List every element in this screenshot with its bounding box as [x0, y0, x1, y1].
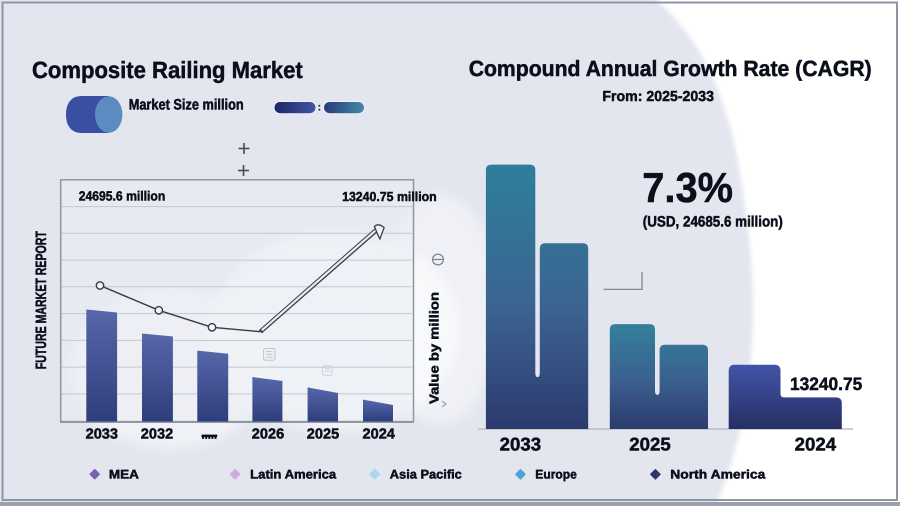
svg-text:2024: 2024 — [795, 434, 837, 455]
svg-text:13240.75 million: 13240.75 million — [342, 189, 437, 204]
svg-text:MEA: MEA — [109, 468, 139, 482]
svg-text:Compound Annual Growth Rate (C: Compound Annual Growth Rate (CAGR) — [469, 56, 872, 81]
svg-text:24695.6 million: 24695.6 million — [79, 189, 166, 204]
svg-text:FUTURE MARKET REPORT: FUTURE MARKET REPORT — [33, 231, 50, 369]
svg-text:2032: 2032 — [141, 427, 173, 443]
svg-text:2024: 2024 — [363, 427, 395, 443]
svg-text:2033: 2033 — [500, 434, 542, 455]
svg-text:Market Size million: Market Size million — [129, 97, 244, 114]
svg-text:Latin America: Latin America — [250, 468, 337, 482]
svg-text:13240.75: 13240.75 — [790, 374, 862, 394]
svg-text:2025: 2025 — [629, 434, 671, 455]
svg-text:2033: 2033 — [86, 427, 118, 443]
svg-text:2025: 2025 — [307, 427, 339, 443]
svg-text:7.3%: 7.3% — [642, 164, 733, 211]
svg-text:Value by million: Value by million — [427, 292, 442, 404]
svg-text:Europe: Europe — [535, 468, 577, 482]
svg-text:From: 2025-2033: From: 2025-2033 — [602, 89, 714, 105]
svg-text:Asia Pacific: Asia Pacific — [390, 468, 462, 482]
svg-text:2026: 2026 — [252, 427, 284, 443]
svg-text:Composite Railing Market: Composite Railing Market — [32, 57, 303, 83]
svg-text:(USD, 24685.6 million): (USD, 24685.6 million) — [643, 213, 783, 230]
svg-text:North America: North America — [670, 468, 766, 482]
